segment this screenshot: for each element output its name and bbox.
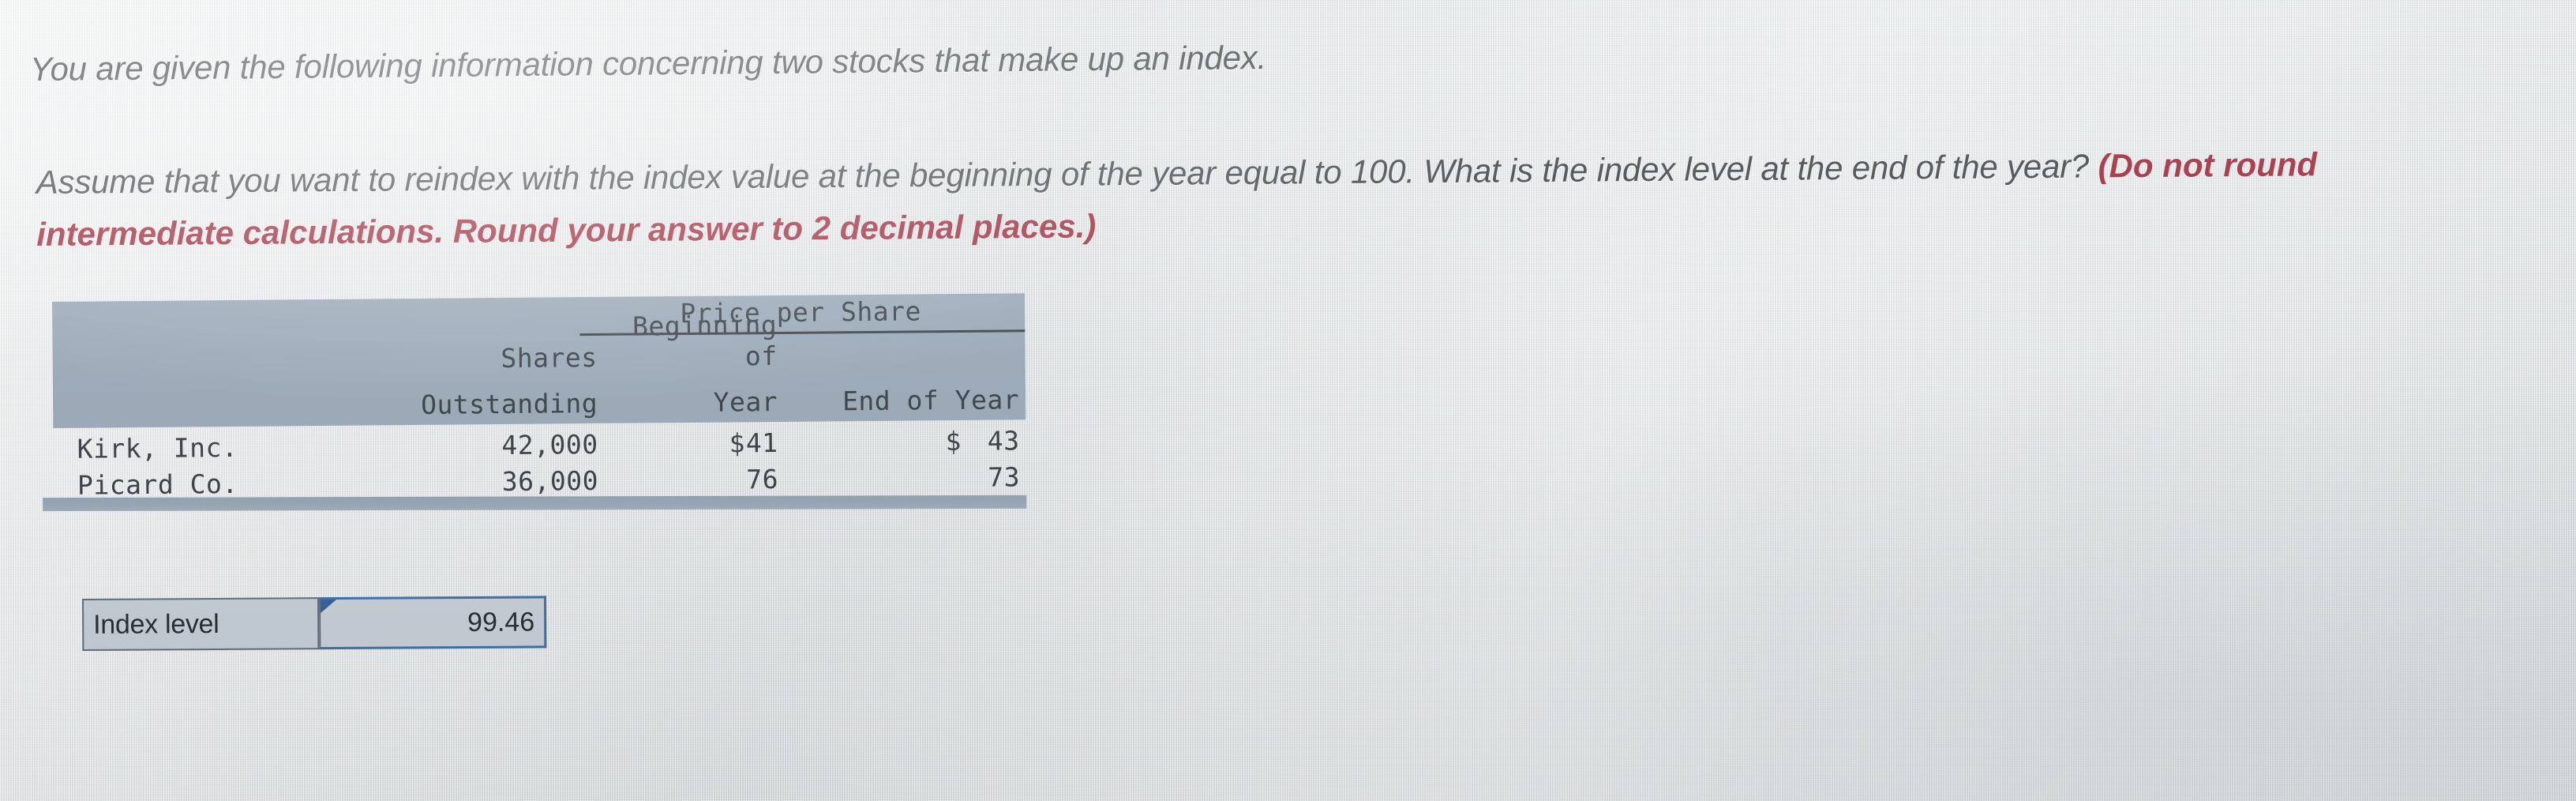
header-shares-line-2: Outstanding bbox=[420, 387, 598, 420]
cell-beginning-price: 76 bbox=[598, 463, 827, 496]
question-main: Assume that you want to reindex with the… bbox=[36, 147, 2098, 201]
cell-marker-icon bbox=[321, 600, 337, 614]
table-header-line-2: Outstanding Year End of Year bbox=[53, 369, 1026, 428]
table-header: Price per Share Shares Beginning of Outs… bbox=[52, 293, 1026, 428]
cell-end-price: 73 bbox=[827, 461, 1026, 494]
cell-end-price-value: 73 bbox=[988, 461, 1021, 493]
price-per-share-group-label: Price per Share bbox=[680, 295, 922, 329]
index-level-label: Index level bbox=[82, 597, 320, 651]
index-level-input[interactable]: 99.46 bbox=[318, 596, 547, 650]
cell-shares-outstanding: 36,000 bbox=[501, 464, 599, 498]
table-body: Kirk, Inc. 42,000 $41 $43 Picard Co. 36,… bbox=[53, 419, 1026, 501]
question-text: Assume that you want to reindex with the… bbox=[36, 137, 2405, 261]
currency-symbol: $ bbox=[945, 425, 962, 457]
intro-text: You are given the following information … bbox=[29, 38, 1267, 88]
currency-symbol bbox=[827, 461, 1145, 464]
cell-company-name: Kirk, Inc. bbox=[77, 431, 238, 464]
header-name-blank-2 bbox=[53, 421, 369, 423]
cell-company-name: Picard Co. bbox=[77, 468, 238, 501]
cell-shares-outstanding: 42,000 bbox=[501, 428, 598, 461]
index-level-value: 99.46 bbox=[467, 606, 535, 637]
cell-beginning-price: $41 bbox=[598, 427, 827, 460]
cell-beginning-price-value: 76 bbox=[746, 463, 779, 495]
header-end-of-year: End of Year bbox=[842, 384, 1020, 417]
table-bottom-rule bbox=[43, 495, 1027, 512]
header-beginning-line-2: Year bbox=[713, 385, 778, 418]
header-shares-line-1: Shares bbox=[501, 341, 598, 374]
answer-row: Index level 99.46 bbox=[82, 596, 547, 651]
stock-data-table: Price per Share Shares Beginning of Outs… bbox=[43, 293, 1027, 512]
cell-end-price: $43 bbox=[827, 425, 1026, 457]
